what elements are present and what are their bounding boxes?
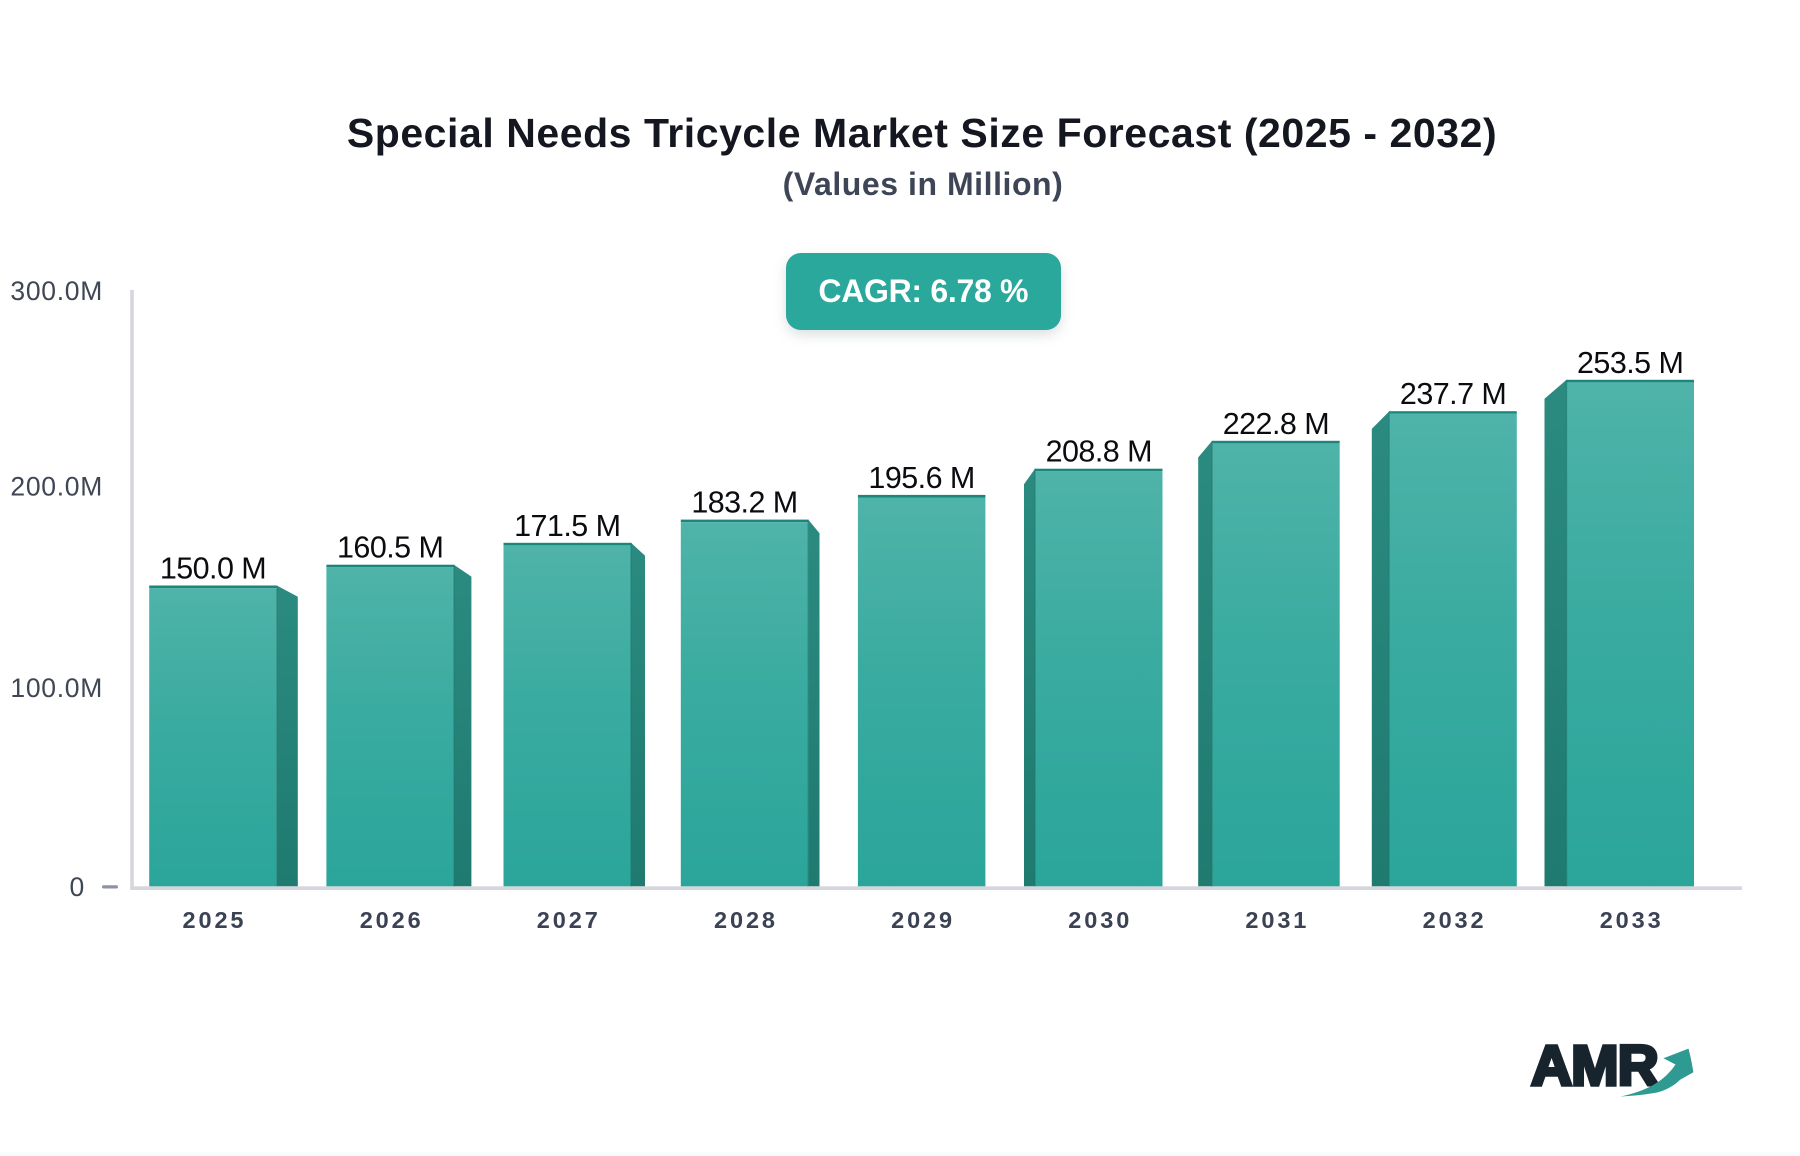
svg-text:2028: 2028	[714, 907, 778, 933]
svg-text:AMR: AMR	[1531, 1034, 1658, 1098]
svg-text:2025: 2025	[183, 907, 247, 933]
svg-text:100.0M: 100.0M	[10, 673, 103, 703]
svg-text:2026: 2026	[360, 907, 424, 933]
svg-text:195.6 M: 195.6 M	[868, 461, 974, 495]
svg-text:171.5 M: 171.5 M	[514, 509, 620, 543]
svg-text:2031: 2031	[1245, 907, 1309, 933]
svg-text:300.0M: 300.0M	[10, 276, 103, 306]
svg-text:2030: 2030	[1068, 907, 1132, 933]
svg-text:253.5 M: 253.5 M	[1577, 346, 1683, 380]
svg-text:2027: 2027	[537, 907, 601, 933]
svg-text:2033: 2033	[1600, 907, 1664, 933]
svg-text:160.5 M: 160.5 M	[337, 531, 443, 565]
svg-text:222.8 M: 222.8 M	[1223, 407, 1329, 441]
svg-text:237.7 M: 237.7 M	[1400, 377, 1506, 411]
svg-text:183.2 M: 183.2 M	[691, 486, 797, 520]
svg-text:2032: 2032	[1423, 907, 1487, 933]
svg-text:200.0M: 200.0M	[10, 472, 103, 502]
svg-text:208.8 M: 208.8 M	[1046, 435, 1152, 469]
svg-text:0: 0	[70, 872, 85, 902]
svg-text:150.0 M: 150.0 M	[160, 552, 266, 586]
svg-text:2029: 2029	[891, 907, 955, 933]
